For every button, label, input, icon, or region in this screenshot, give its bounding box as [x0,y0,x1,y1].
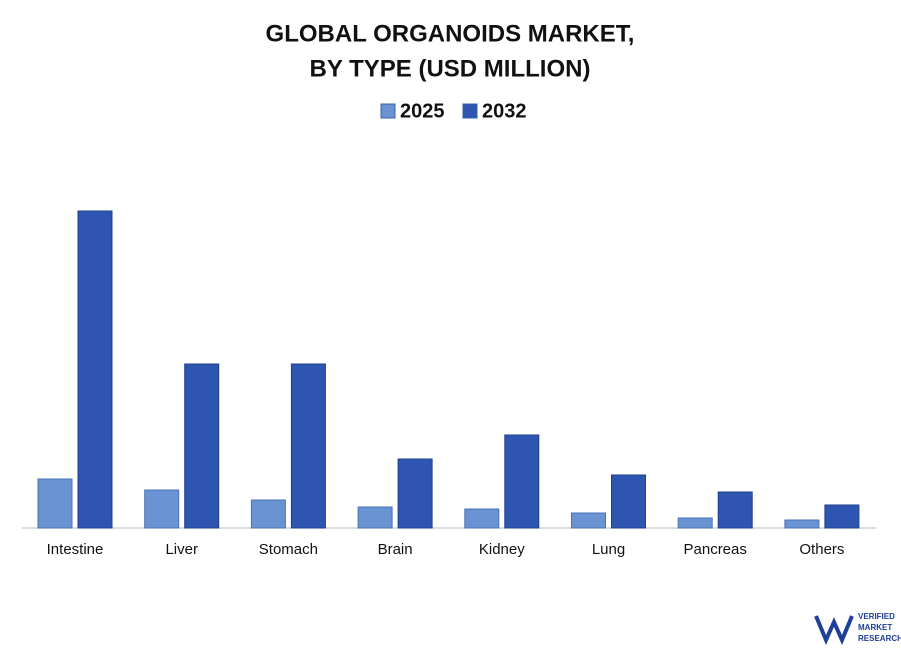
bar [144,489,180,529]
logo-text: VERIFIED [858,612,895,621]
bar [184,363,220,529]
x-tick-label: Stomach [259,541,318,558]
logo-text: RESEARCH [858,634,901,643]
bar [677,517,713,529]
x-tick-label: Others [799,541,844,558]
bar [464,508,500,529]
x-tick-label: Lung [592,541,625,558]
bar [824,504,860,529]
bar [717,491,753,529]
x-tick-label: Liver [165,541,198,558]
chart-title: BY TYPE (USD MILLION) [310,55,591,82]
x-tick-label: Brain [378,541,413,558]
legend-label: 2032 [482,100,527,122]
chart-title: GLOBAL ORGANOIDS MARKET, [266,20,635,47]
bar [357,506,393,529]
bar [77,210,113,529]
bar [290,363,326,529]
logo-text: MARKET [858,623,892,632]
logo-mark [814,615,854,646]
bar [397,458,433,529]
bar [37,478,73,529]
x-tick-label: Pancreas [684,541,747,558]
bar [504,434,540,529]
logo: VERIFIED MARKET RESEARCH [814,612,901,646]
x-tick-label: Kidney [479,541,525,558]
bar [571,512,606,529]
legend-swatch [462,103,478,119]
x-tick-label: Intestine [47,541,104,558]
legend-swatch [380,103,396,119]
legend-label: 2025 [400,100,445,122]
bar [611,474,646,529]
bar [250,499,286,529]
bar [784,519,820,529]
